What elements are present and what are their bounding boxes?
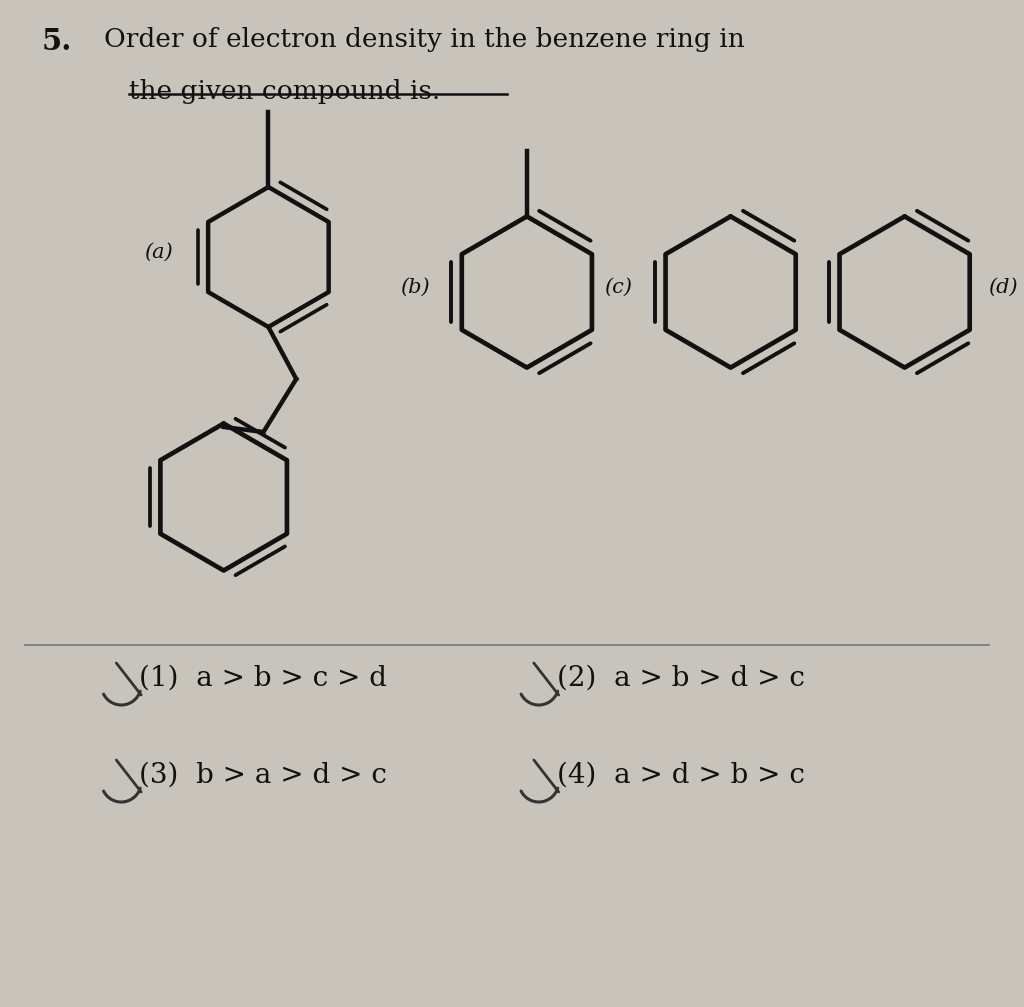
Text: (c): (c) bbox=[604, 278, 632, 296]
Text: (b): (b) bbox=[400, 278, 430, 296]
Text: (1)  a > b > c > d: (1) a > b > c > d bbox=[139, 665, 387, 692]
Text: (d): (d) bbox=[988, 278, 1017, 296]
Text: (a): (a) bbox=[144, 243, 173, 262]
Text: (4)  a > d > b > c: (4) a > d > b > c bbox=[557, 762, 805, 789]
Text: 5.: 5. bbox=[42, 27, 72, 56]
Text: the given compound is.: the given compound is. bbox=[129, 79, 440, 104]
Text: Order of electron density in the benzene ring in: Order of electron density in the benzene… bbox=[104, 27, 745, 52]
Text: (3)  b > a > d > c: (3) b > a > d > c bbox=[139, 762, 387, 789]
Text: (2)  a > b > d > c: (2) a > b > d > c bbox=[557, 665, 805, 692]
